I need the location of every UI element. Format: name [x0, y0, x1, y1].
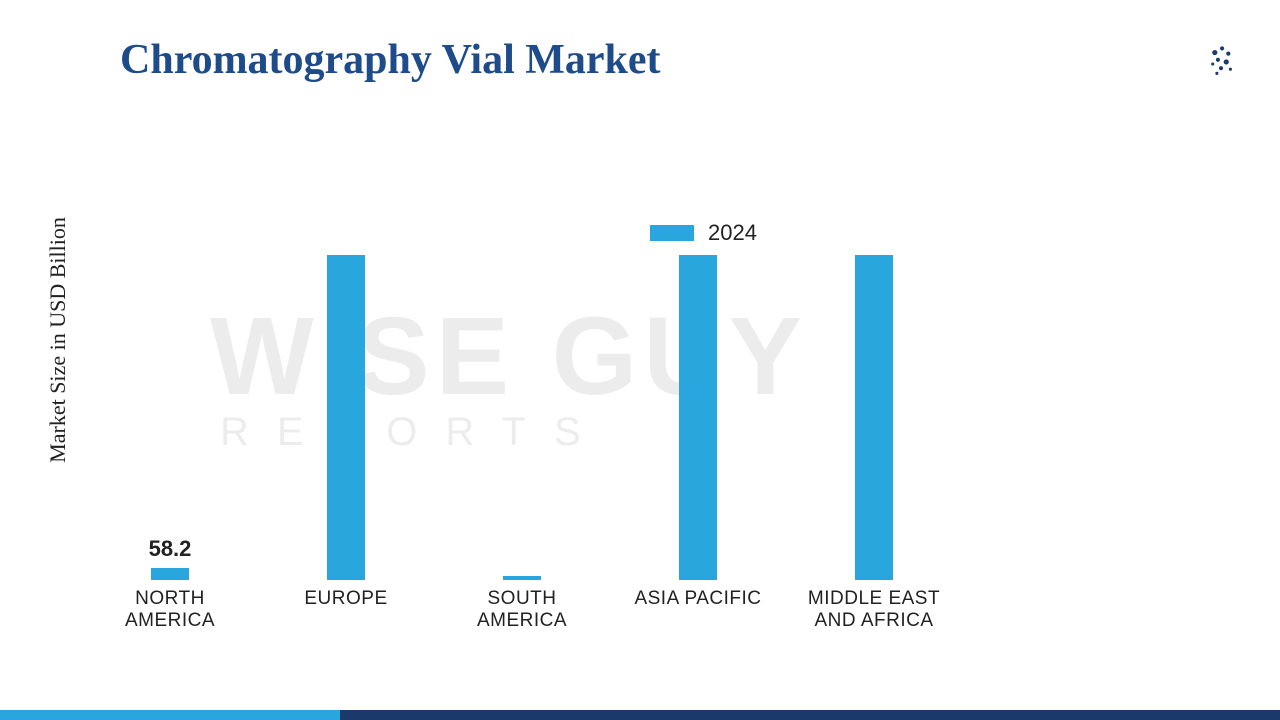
xlabel-0-text: NORTH AMERICA — [125, 588, 215, 631]
xlabel-1-text: EUROPE — [304, 588, 387, 609]
brand-name-line1: WISE GUY — [996, 22, 1186, 106]
xlabel-4: MIDDLE EAST AND AFRICA — [794, 580, 954, 632]
bottom-bar-accent — [0, 710, 340, 720]
xlabel-2: SOUTH AMERICA — [442, 580, 602, 632]
bottom-bar — [0, 710, 1280, 720]
chart-canvas: WISE GUY REPORTS Chromatography Vial Mar… — [0, 0, 1280, 720]
brand-logo: WISE GUY REPORTS — [996, 22, 1246, 120]
xlabel-4-text: MIDDLE EAST AND AFRICA — [808, 588, 940, 631]
bar-mea — [855, 255, 893, 580]
brand-name-line2: REPORTS — [996, 102, 1246, 120]
xlabel-2-text: SOUTH AMERICA — [477, 588, 567, 631]
xlabel-3: ASIA PACIFIC — [618, 580, 778, 610]
plot-area: 2024 58.2 NORTH AMERICA EUROPE SOUTH AME… — [110, 150, 950, 580]
xlabel-1: EUROPE — [266, 580, 426, 610]
value-label-0: 58.2 — [149, 536, 192, 562]
bar-north-america — [151, 568, 189, 580]
brand-logo-line1: WISE GUY — [996, 22, 1246, 106]
y-axis-label: Market Size in USD Billion — [45, 217, 71, 463]
legend-swatch — [650, 225, 694, 241]
bar-asia-pacific — [679, 255, 717, 580]
bar-europe — [327, 255, 365, 580]
chart-title: Chromatography Vial Market — [120, 36, 661, 84]
legend-label: 2024 — [708, 220, 757, 246]
brand-head-icon — [1194, 38, 1246, 90]
xlabel-3-text: ASIA PACIFIC — [634, 588, 761, 609]
legend: 2024 — [650, 220, 757, 246]
xlabel-0: NORTH AMERICA — [90, 580, 250, 632]
